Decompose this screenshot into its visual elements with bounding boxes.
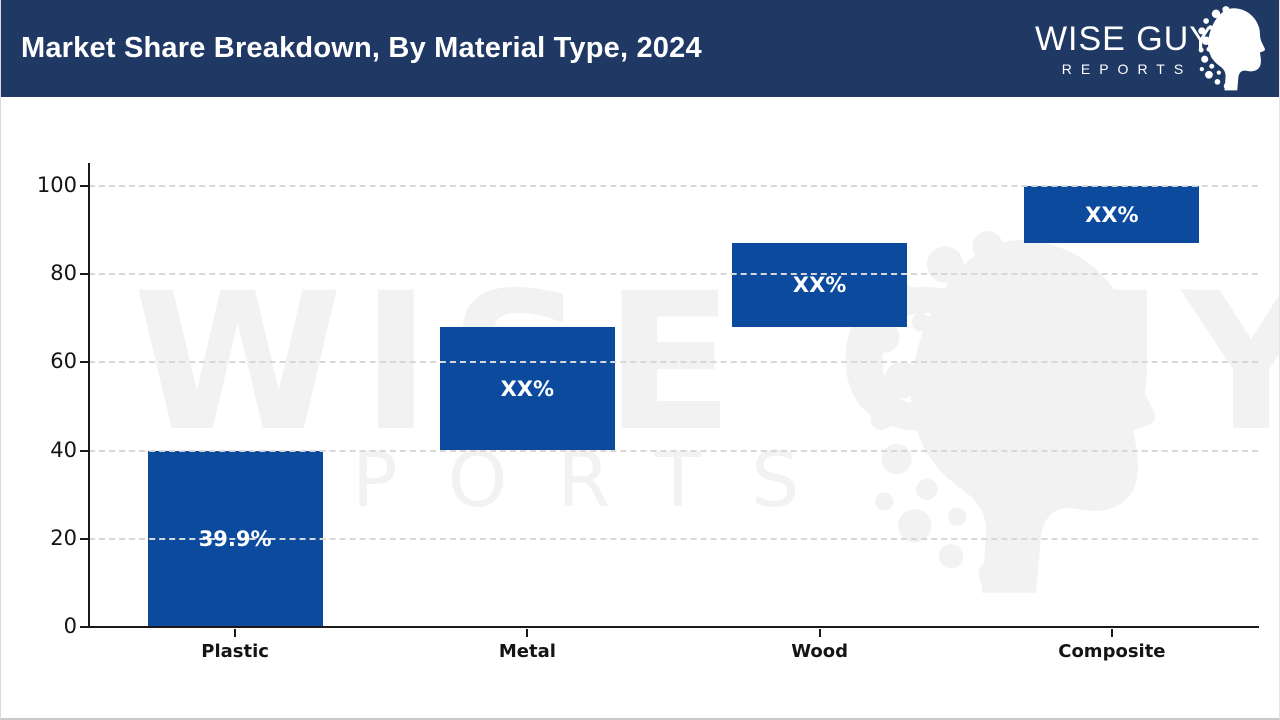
gridline-60	[89, 361, 1258, 364]
brand-subname: REPORTS	[1061, 60, 1193, 77]
y-tick-label: 40	[50, 437, 77, 462]
y-tick-mark	[80, 273, 89, 276]
x-tick-mark	[526, 629, 529, 637]
brand-name: WISE GUY	[1034, 20, 1213, 59]
bar-metal	[439, 327, 615, 451]
bar-value-label-metal: XX%	[500, 376, 555, 401]
x-tick-label-composite: Composite	[1058, 641, 1166, 662]
page-title: Market Share Breakdown, By Material Type…	[21, 32, 702, 64]
gridline-100	[89, 185, 1258, 187]
y-axis-line	[88, 163, 90, 627]
y-tick-label: 20	[50, 525, 77, 550]
y-tick-mark	[80, 626, 89, 628]
y-tick-label: 80	[50, 261, 77, 286]
plot-area: 0 20 40 60 80 100 39.9% Plastic XX% Metal XX% Wood X…	[1, 97, 1279, 718]
x-tick-label-metal: Metal	[498, 641, 556, 662]
bar-value-label-wood: XX%	[792, 273, 847, 298]
y-tick-label: 60	[50, 349, 77, 374]
x-tick-mark	[818, 629, 821, 637]
x-tick-mark	[234, 629, 237, 637]
bar-composite	[1024, 186, 1200, 244]
bar-value-label-composite: XX%	[1085, 202, 1139, 227]
y-tick-mark	[80, 449, 89, 452]
y-tick-mark	[80, 361, 89, 364]
x-tick-mark	[1110, 629, 1113, 637]
gridline-40	[89, 449, 1258, 452]
brand-logo-text: WISE GUY REPORTS	[1034, 20, 1213, 77]
y-tick-mark	[80, 537, 89, 540]
x-tick-label-wood: Wood	[791, 641, 849, 662]
header-bar: Market Share Breakdown, By Material Type…	[1, 0, 1279, 97]
bar-wood	[732, 243, 908, 328]
gridline-80	[89, 273, 1258, 276]
brand-logo: WISE GUY REPORTS	[1035, 2, 1269, 97]
watermark-head-icon	[869, 231, 1156, 593]
x-axis-line	[88, 626, 1259, 628]
y-tick-label: 100	[36, 173, 77, 197]
bar-value-label-plastic: 39.9%	[198, 527, 272, 551]
x-tick-label-plastic: Plastic	[201, 641, 269, 662]
y-tick-mark	[80, 185, 89, 187]
gridline-20	[89, 537, 1258, 540]
y-tick-label: 0	[63, 614, 77, 638]
